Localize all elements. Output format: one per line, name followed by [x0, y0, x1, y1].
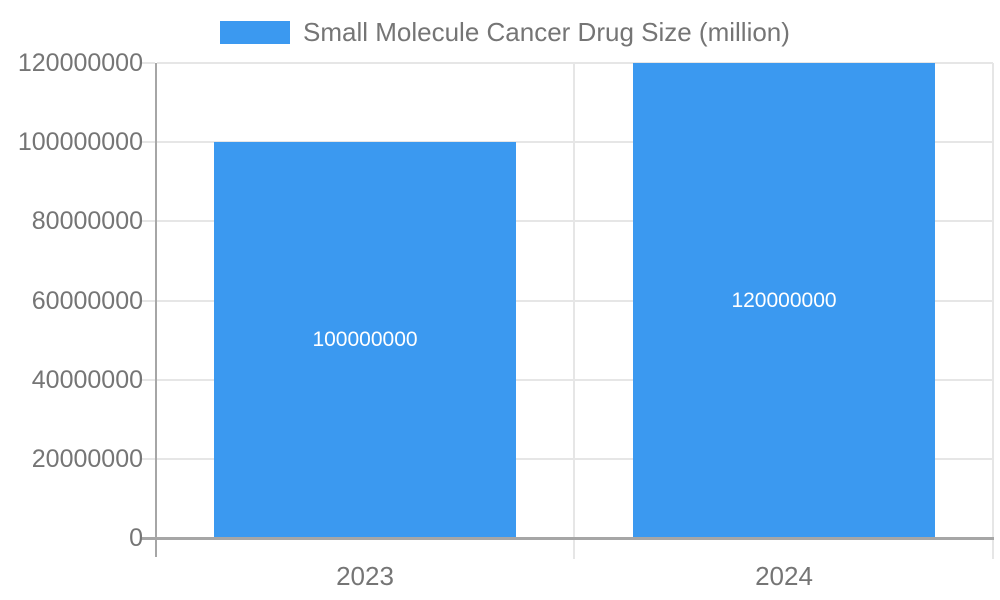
- legend: Small Molecule Cancer Drug Size (million…: [220, 19, 790, 45]
- y-gridline: [157, 300, 993, 302]
- y-gridline: [157, 62, 993, 64]
- bar-value-label: 100000000: [312, 328, 418, 351]
- y-tick-label: 40000000: [31, 366, 143, 394]
- y-tick-mark: [140, 458, 155, 460]
- y-axis-line: [155, 63, 157, 557]
- y-gridline: [157, 220, 993, 222]
- y-tick-label: 60000000: [31, 287, 143, 315]
- y-gridline: [157, 141, 993, 143]
- y-tick-label: 80000000: [31, 207, 143, 235]
- legend-label: Small Molecule Cancer Drug Size (million…: [303, 17, 790, 47]
- y-tick-label: 20000000: [31, 445, 143, 473]
- category-gridline: [573, 63, 575, 559]
- y-tick-mark: [140, 379, 155, 381]
- y-tick-mark: [140, 141, 155, 143]
- legend-swatch: [220, 20, 290, 44]
- y-gridline: [157, 379, 993, 381]
- bar-value-label: 120000000: [731, 289, 837, 312]
- y-tick-mark: [140, 62, 155, 64]
- x-tick-label: 2024: [755, 561, 813, 591]
- x-axis-baseline: [140, 537, 994, 540]
- bar-2024[interactable]: [633, 63, 935, 538]
- y-tick-mark: [140, 300, 155, 302]
- bar-2023[interactable]: [214, 142, 516, 538]
- x-tick-label: 2023: [336, 561, 394, 591]
- category-gridline: [992, 63, 994, 559]
- y-tick-label: 120000000: [17, 49, 143, 77]
- y-tick-label: 0: [129, 524, 143, 552]
- y-tick-mark: [140, 220, 155, 222]
- y-tick-label: 100000000: [17, 128, 143, 156]
- y-gridline: [157, 458, 993, 460]
